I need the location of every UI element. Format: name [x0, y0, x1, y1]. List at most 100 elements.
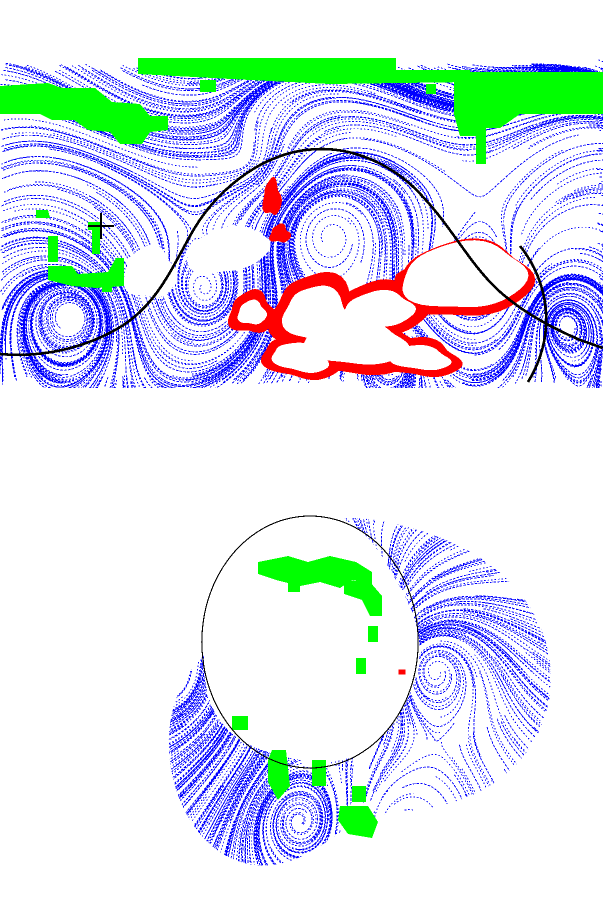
contour-line	[257, 775, 332, 853]
contour-line	[338, 544, 477, 784]
contour-line	[168, 680, 201, 721]
contour-line	[168, 662, 200, 713]
contour-line	[385, 741, 480, 866]
contour-line	[168, 725, 267, 866]
contour-line	[168, 724, 247, 866]
contour-line	[2, 145, 189, 213]
landmass	[0, 83, 168, 144]
contour-line	[495, 66, 603, 79]
landmass	[426, 84, 436, 94]
contour-line	[533, 726, 551, 798]
contour-line	[3, 184, 134, 245]
contour-line	[7, 126, 273, 199]
contour-line	[168, 739, 205, 866]
contour-line	[66, 66, 267, 116]
contour-line	[254, 79, 534, 131]
contour-line	[201, 155, 422, 382]
contour-line	[205, 699, 269, 851]
contour-line	[216, 196, 290, 383]
contour-line	[2, 243, 136, 388]
contour-line	[244, 152, 436, 344]
contour-line	[366, 346, 412, 388]
contour-line	[233, 839, 243, 866]
contour-line	[2, 73, 309, 154]
contour-line	[174, 143, 285, 318]
contour-line	[168, 659, 220, 781]
contour-line	[47, 296, 88, 341]
contour-line	[1, 272, 109, 388]
landmass	[312, 760, 326, 786]
contour-line	[5, 91, 261, 150]
contour-line	[411, 653, 461, 710]
contour-line	[466, 275, 603, 379]
contour-line	[220, 819, 244, 866]
orthographic-contour-canvas	[168, 513, 551, 866]
contour-line	[1, 74, 345, 161]
contour-line	[1, 221, 264, 380]
contour-line	[168, 768, 223, 866]
contour-line	[530, 716, 551, 789]
critical-isoline-path	[0, 147, 603, 357]
contour-line	[275, 797, 329, 854]
contour-line	[477, 614, 551, 696]
contour-line	[362, 518, 456, 541]
contour-line	[100, 62, 373, 102]
contour-line	[168, 698, 214, 764]
contour-line	[337, 518, 504, 531]
contour-line	[407, 650, 467, 728]
cylindrical-projection-panel	[0, 58, 603, 388]
contour-line	[521, 288, 603, 379]
contour-line	[598, 275, 603, 281]
limb-circle-path	[201, 515, 419, 769]
contour-line	[103, 376, 109, 388]
contour-line	[418, 378, 420, 388]
contour-line	[147, 240, 255, 355]
contour-line	[11, 132, 257, 184]
contour-line	[324, 124, 494, 156]
contour-line	[180, 250, 228, 313]
void-region	[237, 299, 267, 325]
contour-line	[473, 630, 551, 725]
contour-line	[122, 72, 281, 119]
contour-line	[168, 733, 206, 866]
orthographic-projection-panel	[0, 430, 603, 907]
contour-line	[270, 64, 470, 110]
contour-line	[557, 167, 603, 185]
contour-line	[370, 708, 406, 801]
contour-line	[412, 623, 551, 743]
contour-line	[563, 188, 603, 200]
contour-line	[20, 281, 102, 368]
contour-line	[599, 68, 603, 71]
contour-line	[469, 735, 503, 866]
contour-line	[424, 382, 427, 388]
contour-line	[86, 184, 165, 306]
contour-line	[100, 164, 189, 307]
landmass	[268, 750, 290, 800]
contour-line	[157, 327, 262, 388]
contour-line	[91, 69, 221, 107]
void-region	[123, 244, 178, 298]
contour-line	[168, 819, 208, 866]
contour-line	[46, 296, 91, 342]
contour-line	[550, 307, 587, 354]
contour-line	[501, 675, 551, 790]
void-region	[271, 342, 330, 373]
contour-line	[168, 646, 215, 733]
contour-line	[597, 168, 603, 171]
void-region	[389, 345, 452, 371]
contour-line	[262, 781, 329, 866]
void-region	[302, 319, 410, 365]
contour-line	[403, 518, 551, 589]
contour-line	[425, 558, 543, 594]
landmass	[138, 58, 470, 84]
contour-line	[444, 381, 450, 388]
contour-line	[144, 235, 272, 388]
contour-line	[188, 820, 235, 866]
contour-line	[25, 284, 65, 377]
contour-line	[95, 376, 103, 388]
contour-line	[362, 614, 551, 803]
landmass	[356, 658, 366, 674]
contour-line	[543, 299, 598, 379]
contour-line	[168, 783, 197, 866]
contour-line	[340, 518, 551, 754]
